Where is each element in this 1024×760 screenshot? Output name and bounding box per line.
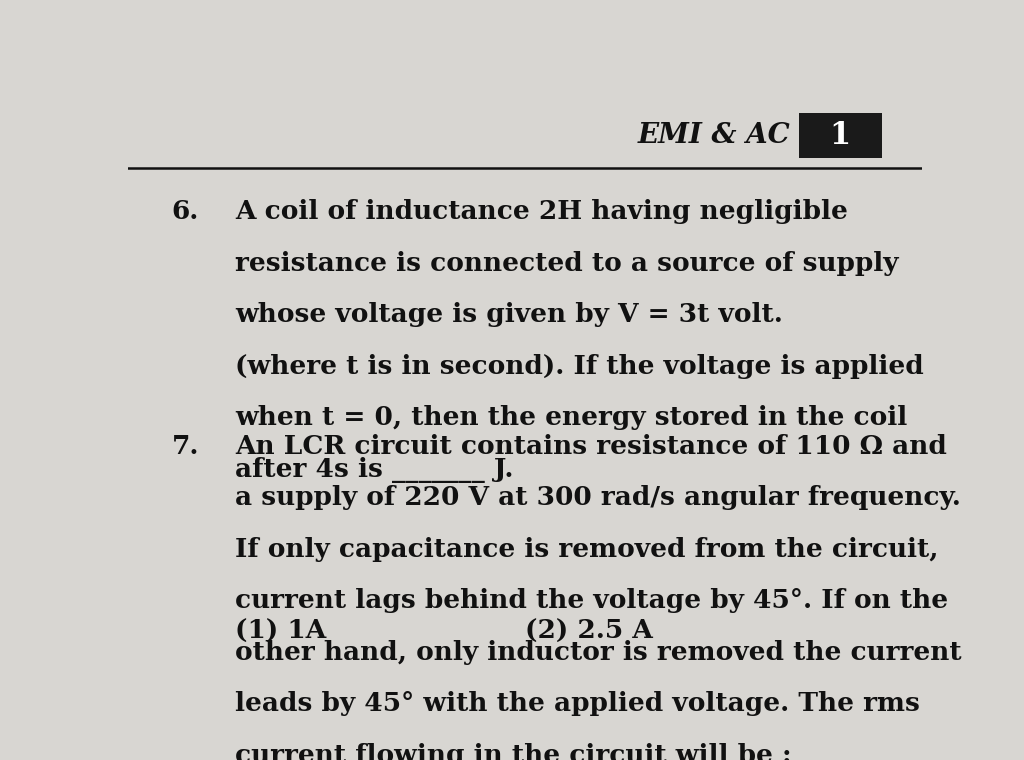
Text: EMI & AC: EMI & AC (638, 122, 791, 149)
Text: a supply of 220 V at 300 rad/s angular frequency.: a supply of 220 V at 300 rad/s angular f… (236, 485, 961, 510)
Text: current lags behind the voltage by 45°. If on the: current lags behind the voltage by 45°. … (236, 588, 948, 613)
Text: resistance is connected to a source of supply: resistance is connected to a source of s… (236, 251, 899, 276)
Text: 7.: 7. (172, 433, 199, 458)
Text: current flowing in the circuit will be :: current flowing in the circuit will be : (236, 743, 792, 760)
Text: An LCR circuit contains resistance of 110 Ω and: An LCR circuit contains resistance of 11… (236, 433, 947, 458)
Text: whose voltage is given by V = 3t volt.: whose voltage is given by V = 3t volt. (236, 302, 783, 328)
Text: other hand, only inductor is removed the current: other hand, only inductor is removed the… (236, 639, 962, 664)
Text: If only capacitance is removed from the circuit,: If only capacitance is removed from the … (236, 537, 939, 562)
Text: (where t is in second). If the voltage is applied: (where t is in second). If the voltage i… (236, 354, 924, 379)
Text: after 4s is _______ J.: after 4s is _______ J. (236, 457, 514, 483)
Text: A coil of inductance 2H having negligible: A coil of inductance 2H having negligibl… (236, 199, 848, 224)
Text: when t = 0, then the energy stored in the coil: when t = 0, then the energy stored in th… (236, 405, 907, 430)
FancyBboxPatch shape (799, 112, 882, 159)
Text: 1: 1 (829, 120, 851, 151)
Text: (2) 2.5 A: (2) 2.5 A (524, 619, 652, 644)
Text: (1) 1A: (1) 1A (236, 619, 327, 644)
Text: leads by 45° with the applied voltage. The rms: leads by 45° with the applied voltage. T… (236, 691, 920, 716)
Text: 6.: 6. (172, 199, 199, 224)
